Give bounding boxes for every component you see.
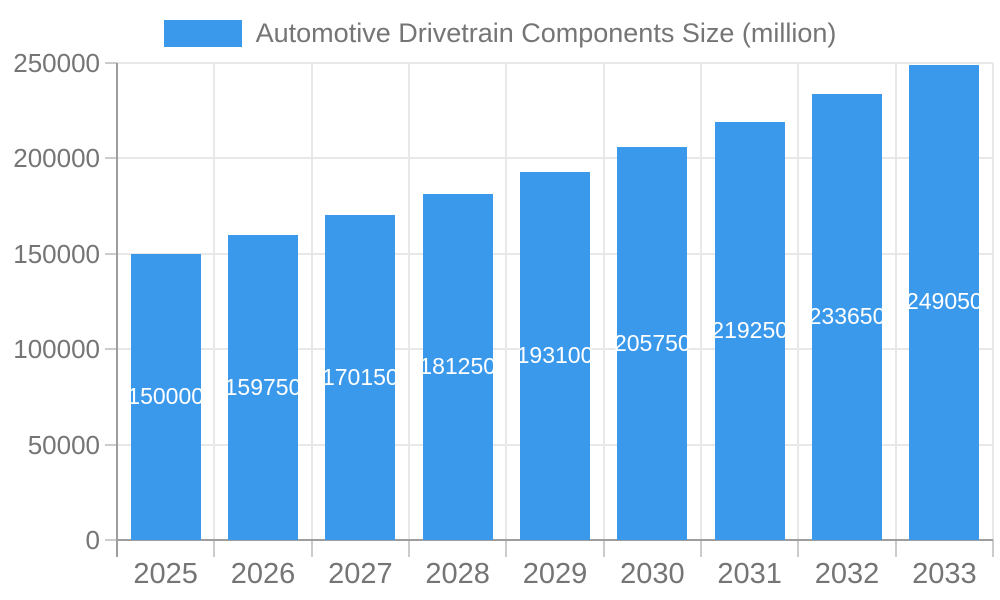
gridline-vertical: [894, 63, 897, 540]
bar[interactable]: [325, 215, 396, 540]
bar[interactable]: [520, 171, 590, 540]
bar-value-label: 219250: [711, 316, 789, 343]
y-axis-tick: [105, 62, 117, 64]
x-axis-tick-label: 2027: [328, 558, 393, 590]
gridline-vertical: [602, 63, 605, 540]
bar-value-label: 150000: [127, 382, 205, 409]
gridline-horizontal: [117, 157, 993, 160]
bar[interactable]: [422, 194, 493, 540]
x-axis-tick: [505, 540, 508, 557]
x-axis-tick-label: 2031: [717, 558, 782, 590]
y-axis-tick: [105, 157, 117, 160]
bar-value-label: 159750: [224, 373, 302, 400]
bar[interactable]: [130, 253, 201, 540]
x-axis-tick-label: 2028: [425, 558, 490, 590]
x-axis-tick: [310, 540, 313, 557]
x-axis-tick-label: 2032: [814, 558, 880, 590]
legend-label: Automotive Drivetrain Components Size (m…: [255, 18, 837, 48]
bar-value-label: 233650: [808, 303, 886, 330]
gridline-vertical: [505, 63, 508, 540]
gridline-vertical: [700, 63, 702, 540]
x-axis-tick: [602, 540, 605, 557]
y-axis-line: [116, 63, 118, 557]
gridline-vertical: [408, 63, 410, 540]
y-axis-tick: [105, 252, 117, 255]
x-axis-tick: [213, 540, 216, 557]
y-axis-tick-label: 150000: [13, 238, 100, 269]
x-axis-tick: [408, 540, 410, 557]
y-axis-tick: [105, 443, 117, 446]
x-axis-line: [117, 539, 993, 541]
x-axis-tick: [700, 540, 702, 557]
gridline-vertical: [992, 63, 994, 540]
bar[interactable]: [812, 94, 882, 540]
gridline-vertical: [213, 63, 216, 540]
bar[interactable]: [228, 235, 298, 540]
x-axis-tick-label: 2033: [912, 558, 977, 590]
x-axis-tick-label: 2026: [230, 558, 296, 590]
y-axis-tick-label: 0: [85, 525, 100, 555]
legend[interactable]: Automotive Drivetrain Components Size (m…: [0, 18, 1000, 49]
x-axis-tick-label: 2029: [522, 558, 588, 590]
legend-swatch-icon: [163, 20, 242, 47]
x-axis-tick: [894, 540, 897, 557]
gridline-vertical: [310, 63, 313, 540]
bar[interactable]: [714, 121, 785, 540]
y-axis-tick-label: 50000: [27, 429, 100, 460]
x-axis-tick: [992, 540, 994, 557]
bar-value-label: 193100: [516, 341, 594, 368]
bar[interactable]: [617, 147, 688, 540]
bar-value-label: 181250: [419, 353, 497, 380]
y-axis-tick-label: 100000: [13, 334, 100, 365]
y-axis-tick: [105, 539, 117, 541]
bar[interactable]: [909, 64, 980, 540]
x-axis-tick-label: 2030: [620, 558, 685, 590]
gridline-horizontal: [117, 62, 993, 64]
y-axis-tick-label: 200000: [13, 143, 100, 174]
bar-value-label: 170150: [321, 363, 399, 390]
y-axis-tick-label: 250000: [13, 48, 100, 78]
gridline-vertical: [797, 63, 800, 540]
x-axis-tick: [797, 540, 800, 557]
bar-value-label: 205750: [613, 329, 691, 356]
y-axis-tick: [105, 348, 117, 351]
x-axis-tick-label: 2025: [133, 558, 198, 590]
bar-value-label: 249050: [905, 288, 983, 315]
